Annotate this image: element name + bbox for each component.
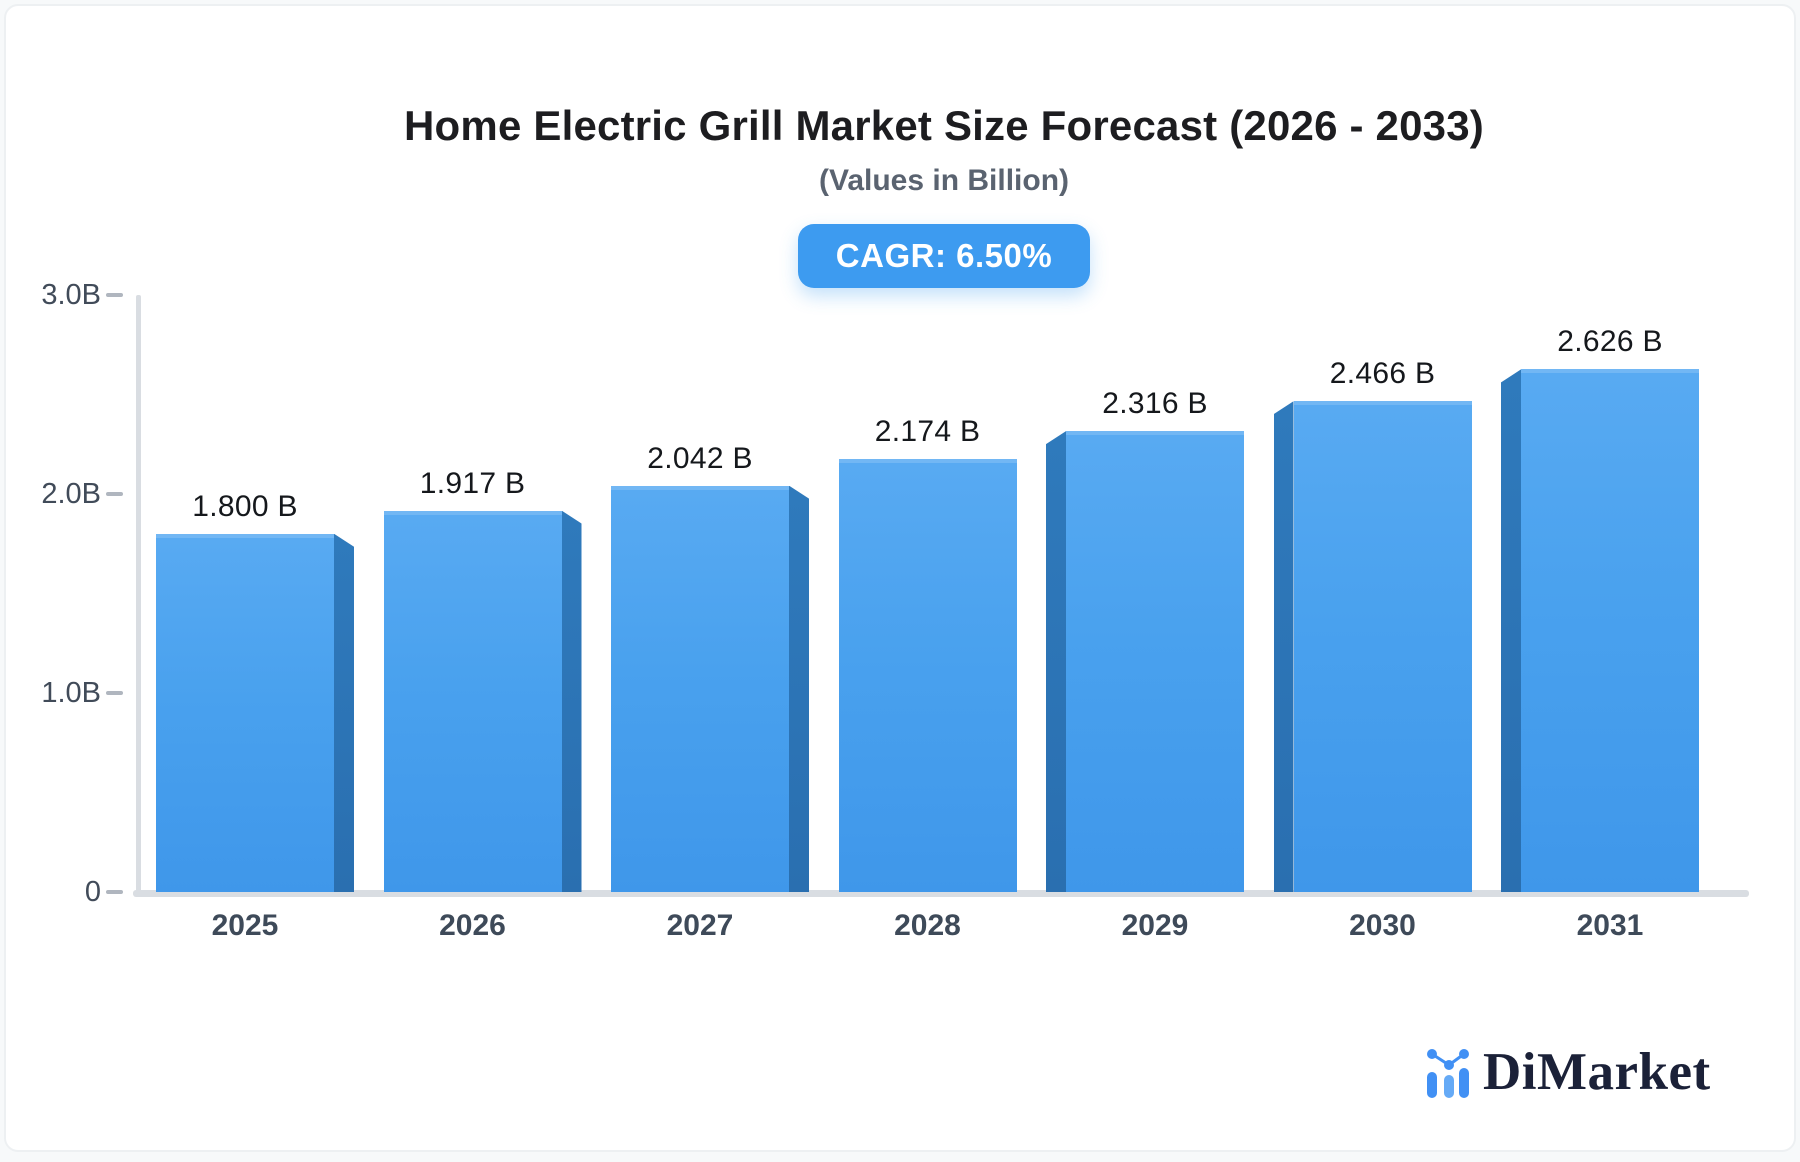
bar-2031	[1521, 369, 1699, 892]
bar-3d-side-2026	[561, 510, 582, 892]
bar-value-label-2031: 2.626 B	[1557, 325, 1663, 359]
bar-2028	[838, 459, 1017, 892]
bar-value-label-2027: 2.042 B	[647, 441, 753, 475]
bar-2030	[1293, 401, 1472, 892]
y-tick-label: 0	[84, 876, 101, 908]
bar-3d-side-2029	[1046, 431, 1066, 892]
y-tick-mark	[106, 691, 123, 695]
brand-logo: DiMarket	[1422, 1043, 1711, 1101]
bar-value-label-2025: 1.800 B	[192, 489, 298, 523]
x-tick-label-2028: 2028	[894, 909, 961, 942]
dimarket-logo-icon	[1427, 1049, 1469, 1098]
y-tick-label: 1.0B	[41, 677, 101, 709]
brand-name: DiMarket	[1483, 1043, 1711, 1101]
bar-3d-side-2030	[1273, 401, 1294, 892]
x-tick-label-2030: 2030	[1349, 909, 1416, 942]
x-tick-label-2031: 2031	[1576, 909, 1644, 942]
bar-3d-side-2027	[789, 485, 809, 892]
y-tick-label: 2.0B	[41, 478, 101, 510]
bar-value-label-2026: 1.917 B	[419, 466, 526, 500]
chart-card: Home Electric Grill Market Size Forecast…	[4, 4, 1796, 1152]
bar-2029	[1066, 431, 1244, 892]
bar-3d-side-2025	[334, 533, 354, 892]
bar-2026	[383, 510, 562, 892]
chart-subtitle: (Values in Billion)	[818, 164, 1070, 197]
chart-header: Home Electric Grill Market Size Forecast…	[139, 6, 1749, 288]
y-tick-mark	[106, 890, 123, 894]
x-tick-label-2027: 2027	[666, 909, 734, 942]
bar-value-label-2029: 2.316 B	[1102, 387, 1208, 421]
y-tick-label: 3.0B	[41, 279, 101, 311]
bar-2025	[156, 533, 334, 892]
x-tick-label-2026: 2026	[439, 909, 506, 942]
bar-value-label-2028: 2.174 B	[874, 415, 981, 449]
cagr-badge: CAGR: 6.50%	[797, 224, 1091, 288]
bar-value-label-2030: 2.466 B	[1329, 357, 1436, 391]
x-axis-line	[133, 890, 1749, 897]
bar-chart-plot-area: 3.0B 2.0B 1.0B 0 1.800 B 2025 1.917 B 2026 2.042…	[6, 6, 1800, 1162]
bar-2027	[611, 485, 789, 892]
x-tick-label-2025: 2025	[211, 909, 279, 942]
y-axis-line	[136, 295, 141, 897]
x-tick-label-2029: 2029	[1121, 909, 1189, 942]
chart-title: Home Electric Grill Market Size Forecast…	[404, 102, 1484, 149]
y-tick-mark	[106, 492, 123, 496]
y-tick-mark	[106, 293, 123, 297]
bar-3d-side-2031	[1501, 369, 1521, 892]
